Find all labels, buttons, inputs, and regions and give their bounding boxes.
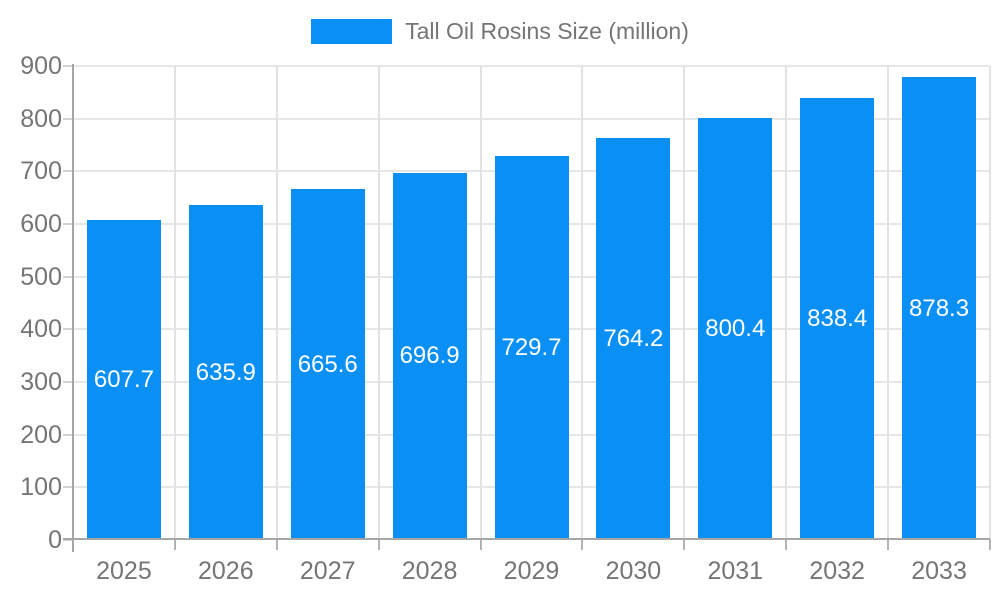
bar-value-label: 764.2 — [603, 324, 664, 352]
y-axis-tick-label: 900 — [20, 52, 62, 80]
x-axis-tick — [785, 540, 788, 550]
y-axis-tick — [63, 539, 73, 541]
bar[interactable]: 729.7 — [494, 155, 569, 540]
y-axis-tick — [63, 381, 73, 383]
x-gridline — [479, 66, 482, 540]
y-axis-tick-label: 800 — [20, 104, 62, 133]
x-axis-line — [63, 538, 990, 540]
x-axis-tick — [683, 540, 686, 550]
x-axis-tick — [479, 540, 482, 550]
x-axis-tick — [377, 540, 380, 550]
y-axis-tick-label: 500 — [20, 262, 62, 291]
x-axis-tick-label: 2030 — [605, 557, 662, 585]
bar-value-label: 696.9 — [399, 342, 460, 370]
y-axis-tick — [63, 170, 73, 173]
x-axis-tick — [989, 540, 991, 550]
y-axis-tick — [63, 65, 73, 67]
y-axis-tick-label: 600 — [20, 210, 62, 238]
bar-value-label: 878.3 — [909, 294, 970, 322]
x-gridline — [683, 66, 686, 540]
legend-swatch — [311, 18, 393, 44]
bar[interactable]: 800.4 — [698, 118, 773, 540]
y-gridline — [73, 117, 990, 120]
bar[interactable]: 607.7 — [86, 219, 161, 540]
legend-item[interactable]: Tall Oil Rosins Size (million) — [0, 16, 1000, 46]
bar-value-label: 665.6 — [297, 350, 358, 378]
x-axis-tick-label: 2028 — [401, 557, 458, 585]
x-axis-tick — [173, 540, 176, 550]
x-axis-tick-label: 2033 — [911, 557, 967, 585]
y-axis-tick — [63, 117, 73, 120]
y-axis-tick — [63, 223, 73, 225]
x-axis-tick-label: 2025 — [96, 557, 152, 585]
bar[interactable]: 696.9 — [392, 172, 467, 540]
bar[interactable]: 635.9 — [188, 205, 263, 540]
bar[interactable]: 665.6 — [290, 189, 365, 540]
bar-value-label: 635.9 — [195, 358, 256, 386]
y-axis-line — [72, 64, 74, 552]
x-gridline — [377, 66, 380, 540]
y-gridline — [73, 65, 990, 67]
y-axis-tick-label: 200 — [20, 420, 62, 449]
y-axis-tick — [63, 433, 73, 436]
bar-value-label: 729.7 — [501, 333, 562, 361]
x-axis-tick-label: 2031 — [707, 557, 764, 585]
y-axis-tick-label: 300 — [20, 368, 62, 396]
legend-label: Tall Oil Rosins Size (million) — [405, 17, 689, 44]
bar[interactable]: 838.4 — [800, 98, 875, 540]
y-axis-tick — [63, 328, 73, 331]
x-axis-tick — [581, 540, 584, 550]
bar[interactable]: 764.2 — [596, 137, 671, 540]
x-gridline — [275, 66, 278, 540]
bar-value-label: 838.4 — [807, 305, 868, 333]
bar-value-label: 800.4 — [705, 315, 766, 343]
x-gridline — [887, 66, 890, 540]
y-axis-tick-label: 400 — [20, 315, 62, 344]
x-gridline — [173, 66, 176, 540]
x-axis-tick-label: 2027 — [299, 557, 356, 585]
y-axis-tick-label: 0 — [48, 526, 62, 554]
x-axis-tick-label: 2032 — [809, 557, 865, 585]
x-gridline — [785, 66, 788, 540]
x-gridline — [989, 66, 991, 540]
y-axis-tick — [63, 275, 73, 278]
bar[interactable]: 878.3 — [902, 77, 977, 540]
y-axis-tick-label: 700 — [20, 157, 62, 186]
y-axis-tick-label: 100 — [20, 473, 62, 502]
bar-value-label: 607.7 — [93, 365, 154, 393]
x-gridline — [581, 66, 584, 540]
y-axis-tick — [63, 486, 73, 489]
x-axis-tick-label: 2029 — [503, 557, 560, 585]
x-axis-tick-label: 2026 — [198, 557, 254, 585]
x-axis-tick — [887, 540, 890, 550]
x-axis-tick — [275, 540, 278, 550]
